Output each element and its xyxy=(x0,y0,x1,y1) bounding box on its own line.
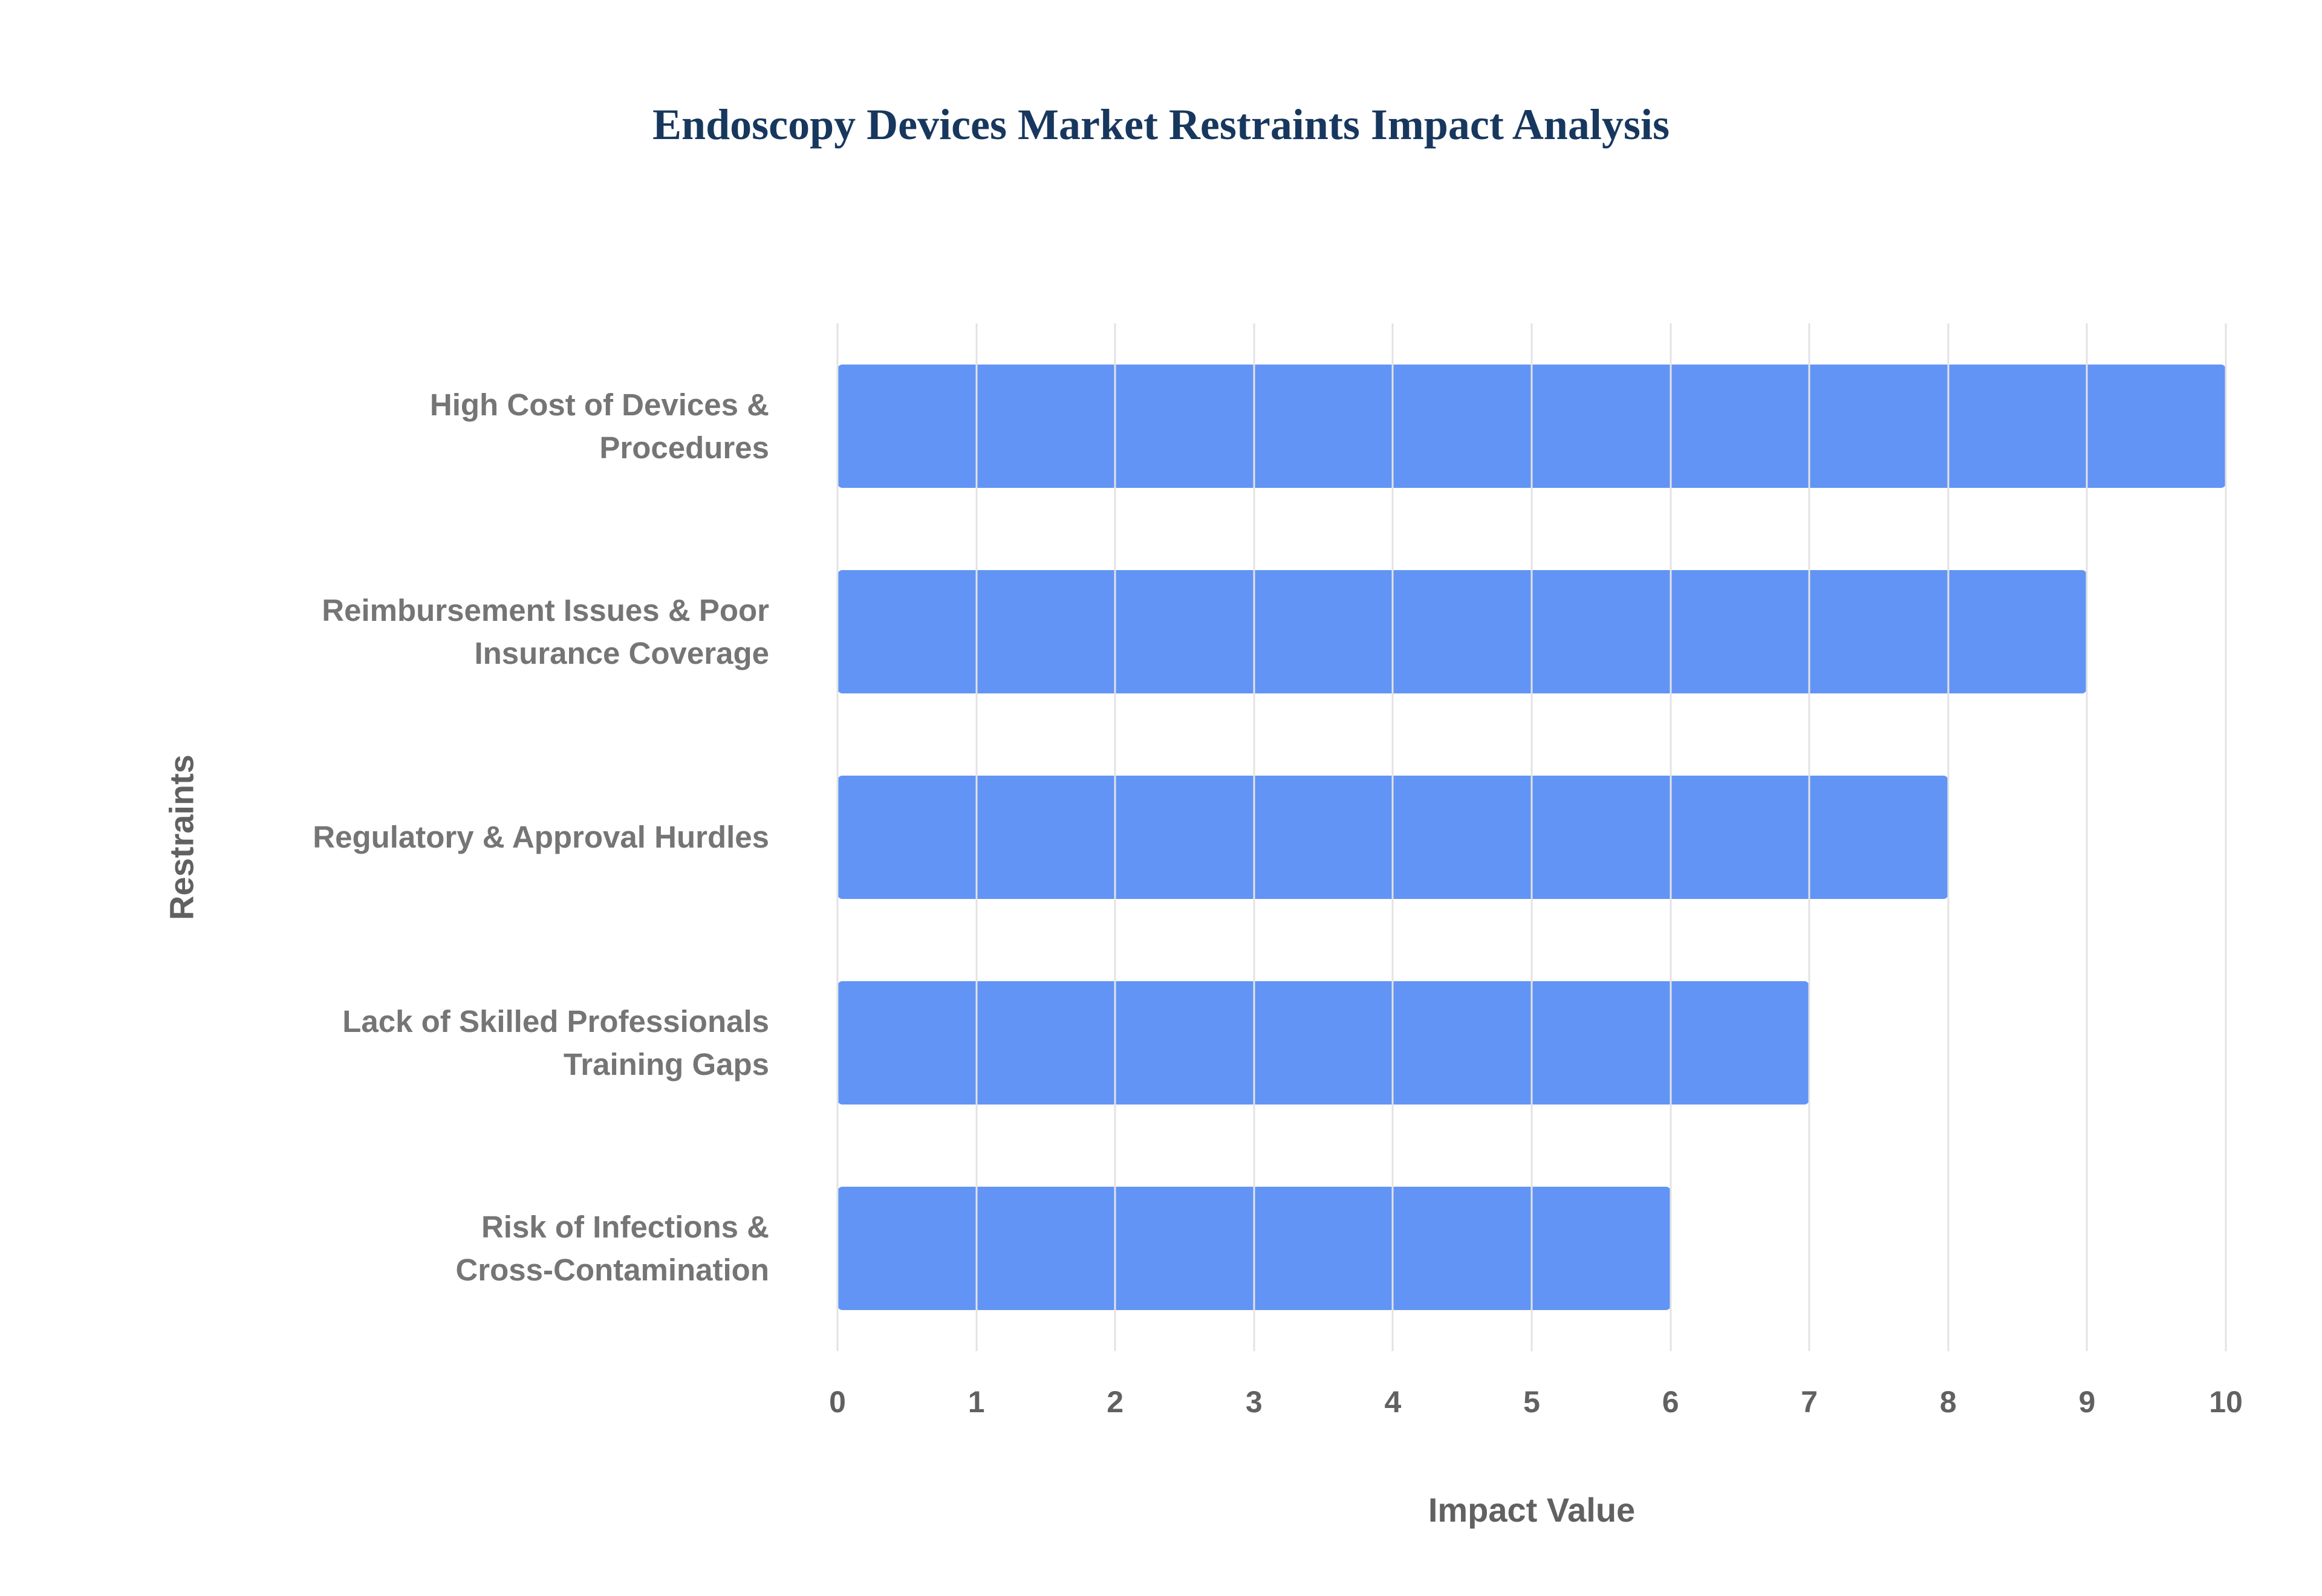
category-label: Lack of Skilled Professionals Training G… xyxy=(342,1004,769,1082)
bar xyxy=(837,570,2087,693)
bar xyxy=(837,981,1810,1105)
x-tick-label: 2 xyxy=(1107,1385,1124,1419)
category-label: Regulatory & Approval Hurdles xyxy=(313,820,769,855)
gridline xyxy=(1114,323,1116,1351)
gridline xyxy=(1947,323,1950,1351)
gridline xyxy=(1530,323,1533,1351)
x-tick-label: 7 xyxy=(1801,1385,1818,1419)
gridline xyxy=(1808,323,1810,1351)
gridline xyxy=(836,323,839,1351)
plot-area xyxy=(836,323,2227,1351)
gridline xyxy=(1670,323,1672,1351)
gridline xyxy=(975,323,978,1351)
category-label: Reimbursement Issues & Poor Insurance Co… xyxy=(322,592,769,670)
bar-row xyxy=(837,940,2226,1146)
gridline xyxy=(1253,323,1255,1351)
x-tick-label: 3 xyxy=(1245,1385,1263,1419)
gridline xyxy=(1391,323,1394,1351)
x-tick-label: 0 xyxy=(829,1385,846,1419)
x-axis-title: Impact Value xyxy=(1428,1491,1636,1529)
x-tick-label: 8 xyxy=(1939,1385,1957,1419)
category-label: High Cost of Devices & Procedures xyxy=(429,387,769,465)
chart-title: Endoscopy Devices Market Restraints Impa… xyxy=(652,100,1670,149)
x-tick-label: 9 xyxy=(2078,1385,2096,1419)
x-tick-label: 10 xyxy=(2209,1385,2243,1419)
gridline xyxy=(2086,323,2088,1351)
category-label: Risk of Infections & Cross-Contamination xyxy=(455,1209,769,1287)
x-tick-label: 4 xyxy=(1384,1385,1402,1419)
gridline xyxy=(2225,323,2227,1351)
x-tick-label: 6 xyxy=(1662,1385,1679,1419)
x-tick-label: 5 xyxy=(1523,1385,1540,1419)
bar-row xyxy=(837,529,2226,735)
x-axis-ticks: 0 1 2 3 4 5 6 7 8 9 10 xyxy=(829,1384,2243,1427)
category-labels: High Cost of Devices & Procedures Reimbur… xyxy=(0,323,804,1351)
x-tick-label: 1 xyxy=(968,1385,985,1419)
